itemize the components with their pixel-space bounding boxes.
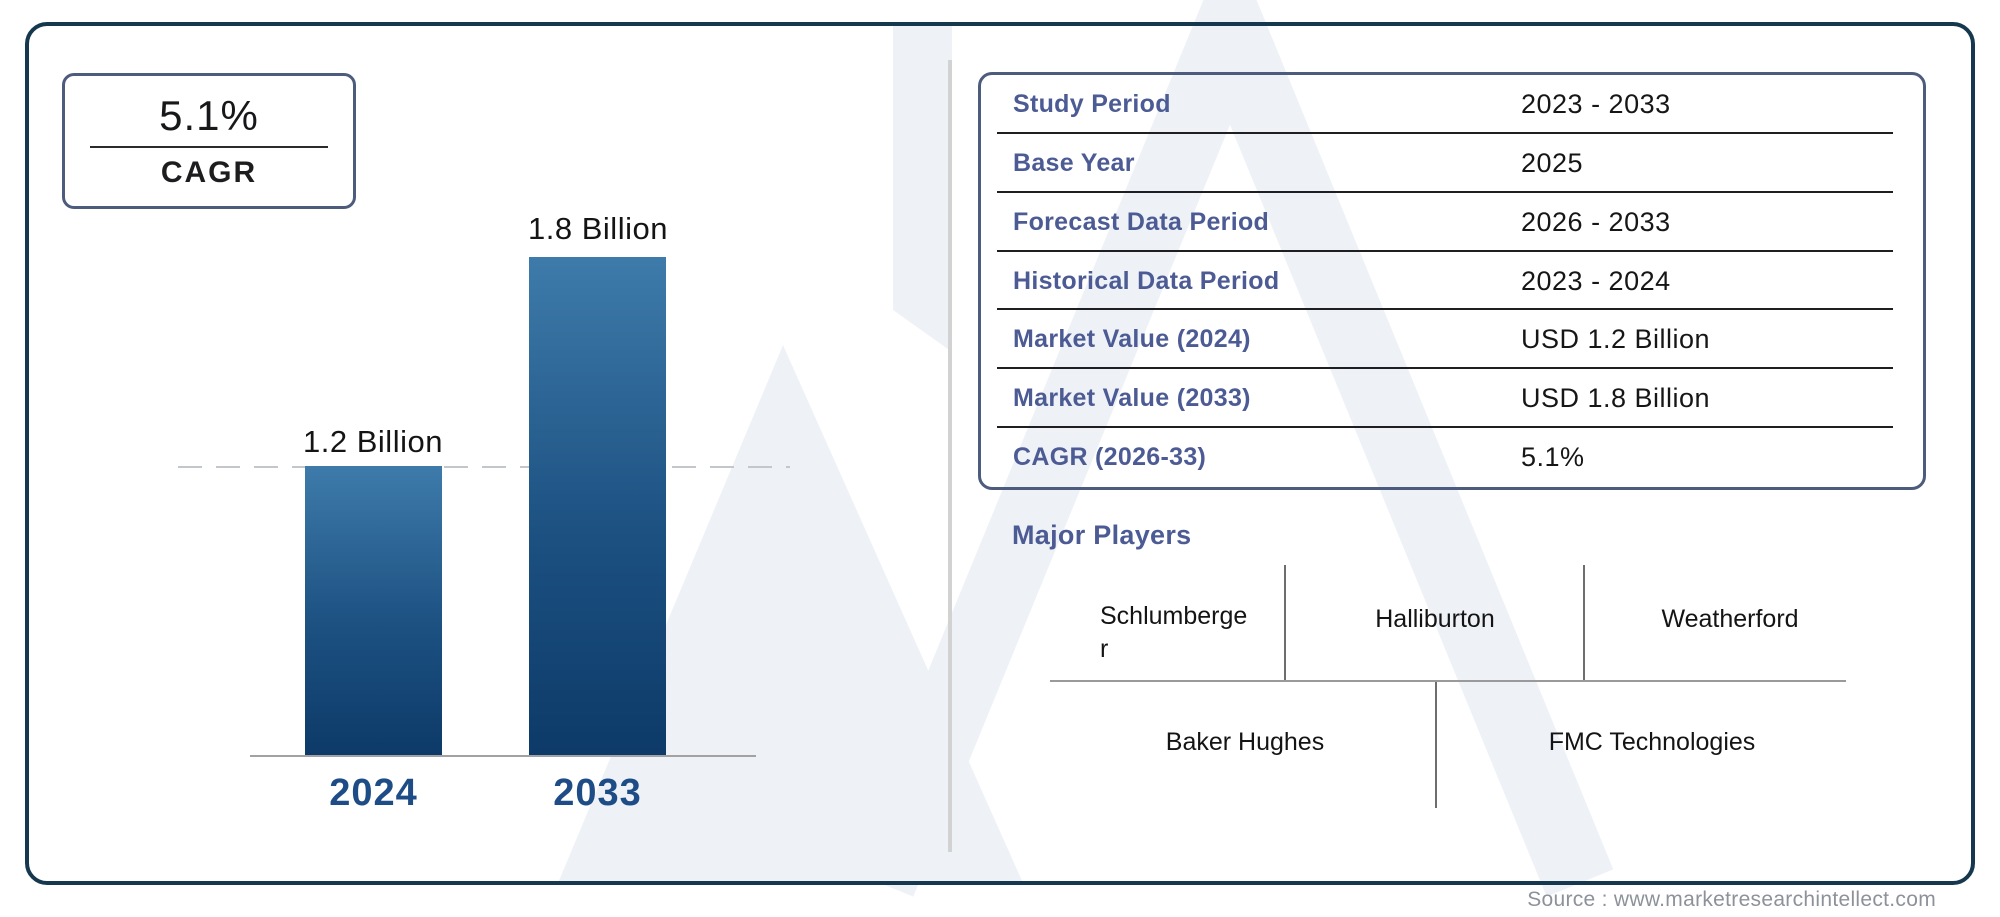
row-value: USD 1.2 Billion — [1521, 324, 1711, 355]
player-name-halliburton: Halliburton — [1375, 605, 1495, 633]
x-axis-baseline — [250, 755, 756, 757]
cagr-badge: 5.1% CAGR — [62, 73, 356, 209]
row-value: USD 1.8 Billion — [1521, 383, 1711, 414]
table-row: Base Year 2025 — [981, 134, 1923, 193]
bar-value-label-2024: 1.2 Billion — [303, 424, 443, 459]
row-label: Market Value (2033) — [1013, 384, 1251, 413]
table-row: CAGR (2026-33) 5.1% — [981, 428, 1923, 487]
row-label: Historical Data Period — [1013, 266, 1280, 295]
cagr-value: 5.1% — [159, 92, 259, 139]
axis-label-2024: 2024 — [329, 772, 418, 814]
table-row: Market Value (2033) USD 1.8 Billion — [981, 369, 1923, 429]
outer-frame — [25, 22, 1975, 885]
reference-dashed-line — [178, 466, 790, 468]
bar-2033 — [529, 257, 666, 755]
row-label: Market Value (2024) — [1013, 325, 1251, 354]
axis-label-2033: 2033 — [553, 772, 642, 814]
row-label: CAGR (2026-33) — [1013, 443, 1207, 472]
bar-2024 — [305, 466, 442, 755]
player-name-fmc-technologies: FMC Technologies — [1548, 728, 1756, 756]
table-row: Study Period 2023 - 2033 — [981, 75, 1923, 134]
table-row: Historical Data Period 2023 - 2024 — [981, 252, 1923, 311]
major-players-title: Major Players — [1012, 520, 1192, 550]
row-label: Forecast Data Period — [1013, 207, 1270, 236]
table-row: Market Value (2024) USD 1.2 Billion — [981, 310, 1923, 370]
players-grid-vline-3 — [1435, 682, 1437, 808]
players-grid-vline-1 — [1284, 565, 1286, 681]
center-divider — [948, 60, 952, 852]
source-attribution: Source : www.marketresearchintellect.com — [1527, 888, 1936, 911]
cagr-divider-line — [90, 146, 328, 148]
player-name-baker-hughes: Baker Hughes — [1165, 728, 1325, 756]
row-label: Base Year — [1013, 148, 1135, 177]
table-row: Forecast Data Period 2026 - 2033 — [981, 193, 1923, 252]
players-grid-vline-2 — [1583, 565, 1585, 681]
row-value: 2025 — [1521, 147, 1584, 178]
player-name-schlumberger: Schlumberger — [1100, 602, 1248, 663]
row-value: 2026 - 2033 — [1521, 206, 1671, 237]
cagr-label: CAGR — [160, 156, 258, 189]
row-value: 2023 - 2033 — [1521, 88, 1671, 119]
row-value: 5.1% — [1521, 442, 1585, 473]
bar-value-label-2033: 1.8 Billion — [528, 211, 668, 246]
player-name-weatherford: Weatherford — [1661, 605, 1799, 633]
row-label: Study Period — [1013, 89, 1171, 118]
info-table: Study Period 2023 - 2033 Base Year 2025 … — [978, 72, 1926, 490]
row-value: 2023 - 2024 — [1521, 265, 1671, 296]
players-grid-hline — [1050, 680, 1846, 682]
